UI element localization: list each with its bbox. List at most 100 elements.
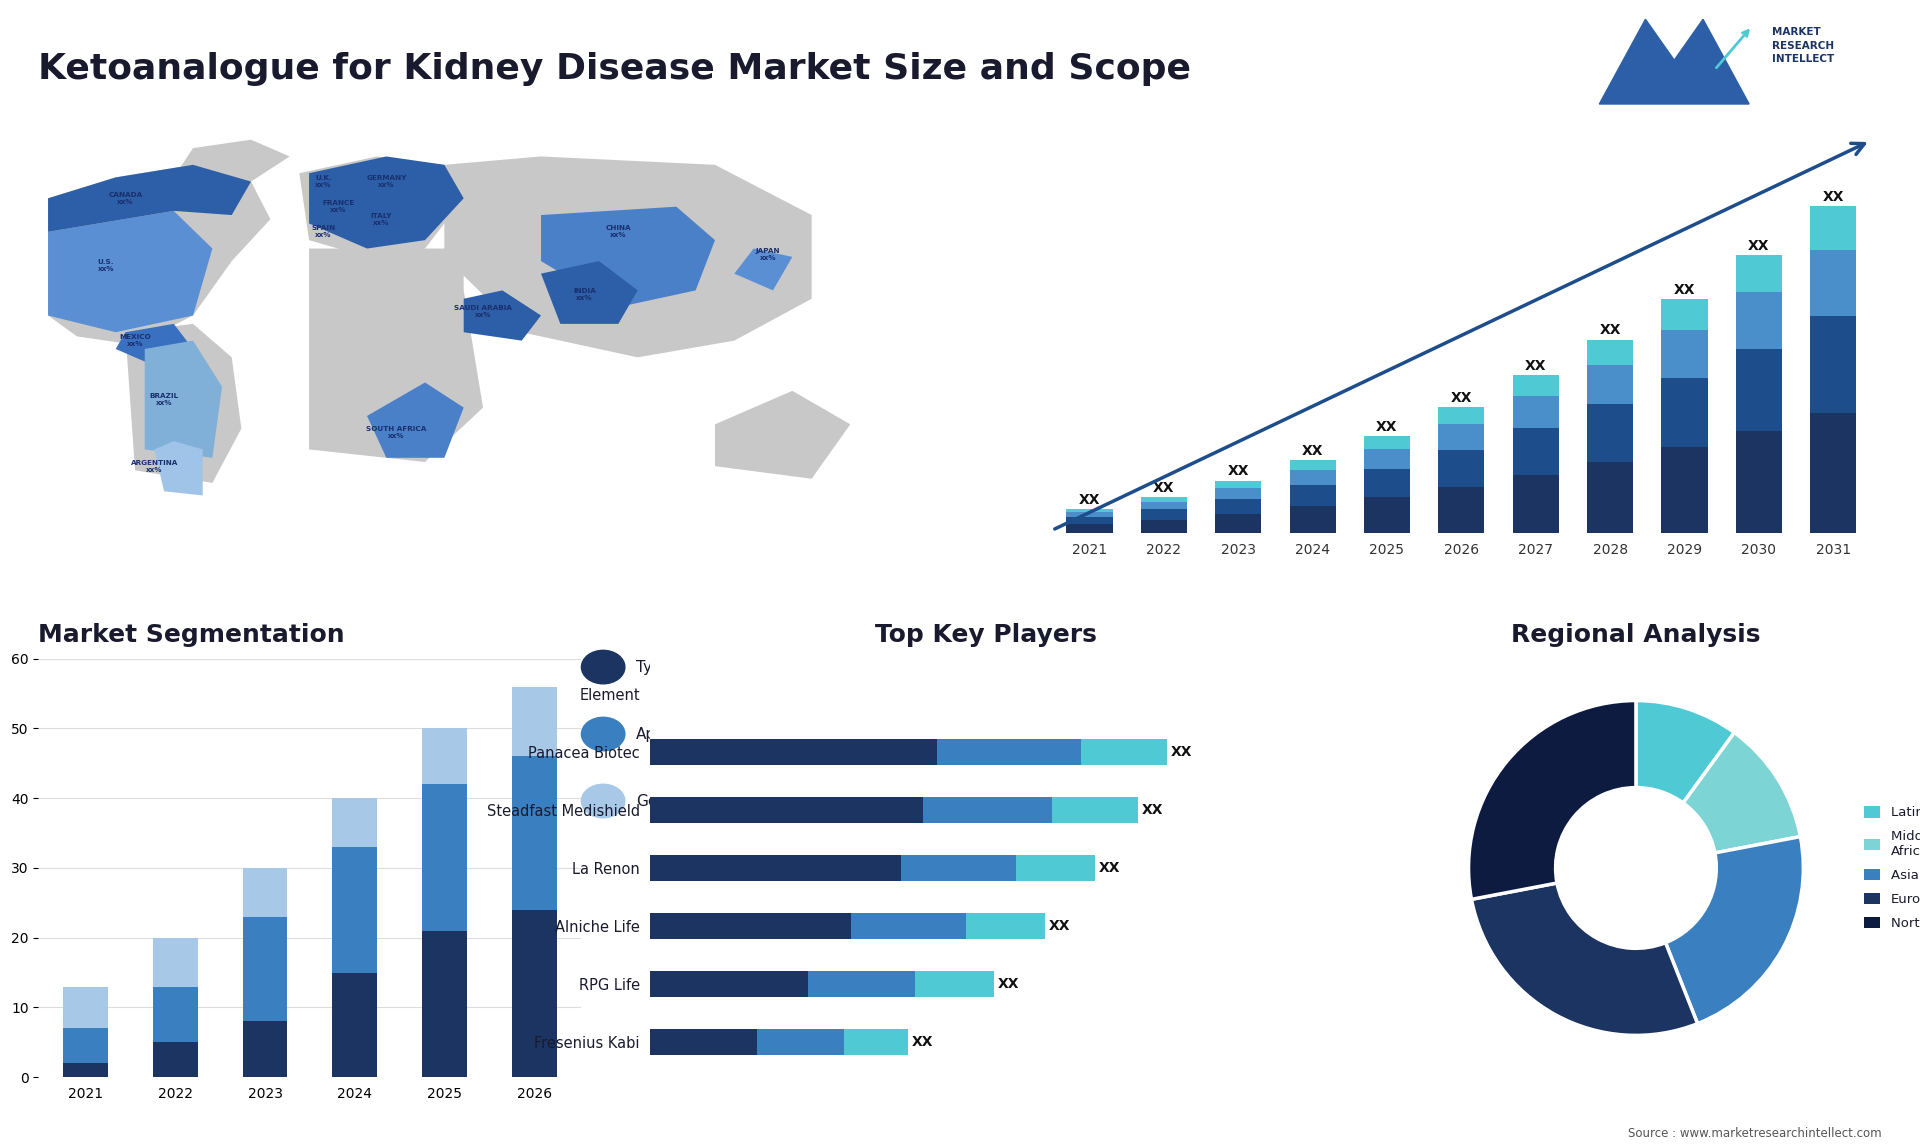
- Text: XX: XX: [1302, 445, 1323, 458]
- Bar: [1811, 316, 1857, 413]
- Bar: [63, 987, 108, 1028]
- Circle shape: [582, 650, 624, 684]
- Circle shape: [582, 784, 624, 818]
- Bar: [1066, 517, 1112, 524]
- Text: XX: XX: [1048, 919, 1069, 933]
- Wedge shape: [1471, 884, 1697, 1035]
- Text: BRAZIL
xx%: BRAZIL xx%: [150, 393, 179, 406]
- Bar: [649, 855, 900, 881]
- Bar: [1140, 509, 1187, 520]
- Text: SOUTH AFRICA
xx%: SOUTH AFRICA xx%: [367, 426, 426, 439]
- Bar: [1736, 431, 1782, 533]
- Polygon shape: [309, 249, 484, 462]
- Bar: [1811, 206, 1857, 250]
- Bar: [966, 913, 1044, 940]
- Bar: [758, 1029, 843, 1055]
- Text: INDIA
xx%: INDIA xx%: [572, 288, 595, 301]
- Bar: [1140, 520, 1187, 533]
- Text: GERMANY
xx%: GERMANY xx%: [367, 175, 407, 188]
- Bar: [242, 1021, 288, 1077]
- Title: Top Key Players: Top Key Players: [876, 623, 1096, 647]
- Bar: [649, 739, 937, 764]
- Text: ARGENTINA
xx%: ARGENTINA xx%: [131, 460, 179, 472]
- Title: Regional Analysis: Regional Analysis: [1511, 623, 1761, 647]
- Text: MARKET
RESEARCH
INTELLECT: MARKET RESEARCH INTELLECT: [1772, 28, 1834, 64]
- Bar: [1290, 461, 1336, 470]
- Polygon shape: [367, 383, 465, 457]
- Text: XX: XX: [1079, 493, 1100, 507]
- Bar: [1513, 474, 1559, 533]
- Bar: [851, 913, 966, 940]
- Text: FRANCE
xx%: FRANCE xx%: [323, 201, 353, 213]
- Text: Geography: Geography: [636, 793, 720, 809]
- Polygon shape: [541, 206, 714, 307]
- Bar: [1588, 462, 1634, 533]
- Polygon shape: [144, 340, 223, 457]
- Bar: [1438, 449, 1484, 487]
- Text: XX: XX: [912, 1035, 933, 1050]
- Circle shape: [582, 717, 624, 751]
- Polygon shape: [444, 157, 812, 358]
- Bar: [1588, 405, 1634, 462]
- Wedge shape: [1665, 837, 1803, 1023]
- Text: XX: XX: [1822, 190, 1843, 204]
- Bar: [924, 796, 1052, 823]
- Polygon shape: [733, 249, 793, 290]
- Text: Type: Type: [636, 660, 670, 675]
- Text: Market Segmentation: Market Segmentation: [38, 623, 346, 647]
- Bar: [422, 931, 467, 1077]
- Bar: [1811, 250, 1857, 316]
- Bar: [1016, 855, 1094, 881]
- Text: XX: XX: [1227, 464, 1250, 478]
- Polygon shape: [1599, 19, 1749, 104]
- Bar: [513, 910, 557, 1077]
- Wedge shape: [1636, 700, 1734, 803]
- Text: XX: XX: [1171, 745, 1192, 759]
- Bar: [332, 799, 376, 847]
- Text: XX: XX: [1098, 861, 1119, 874]
- Bar: [513, 756, 557, 910]
- Bar: [242, 917, 288, 1021]
- Text: ITALY
xx%: ITALY xx%: [371, 213, 392, 226]
- Bar: [916, 971, 995, 997]
- Bar: [1363, 437, 1409, 449]
- Bar: [1661, 299, 1707, 330]
- Text: XX: XX: [1452, 391, 1473, 405]
- Bar: [1066, 524, 1112, 533]
- Bar: [1066, 509, 1112, 512]
- Text: CHINA
xx%: CHINA xx%: [605, 226, 632, 238]
- Bar: [1661, 330, 1707, 378]
- Bar: [1215, 499, 1261, 515]
- Bar: [649, 1029, 758, 1055]
- Bar: [1066, 512, 1112, 517]
- Bar: [1438, 424, 1484, 449]
- Bar: [1290, 485, 1336, 507]
- Polygon shape: [125, 324, 242, 482]
- Bar: [937, 739, 1081, 764]
- Bar: [900, 855, 1016, 881]
- Polygon shape: [48, 165, 271, 345]
- Polygon shape: [300, 157, 465, 257]
- Polygon shape: [154, 441, 204, 495]
- Text: SAUDI ARABIA
xx%: SAUDI ARABIA xx%: [453, 305, 513, 317]
- Bar: [154, 987, 198, 1043]
- Bar: [1736, 256, 1782, 292]
- Text: MEXICO
xx%: MEXICO xx%: [119, 335, 152, 347]
- Bar: [1661, 447, 1707, 533]
- Bar: [1363, 449, 1409, 469]
- Text: XX: XX: [1154, 481, 1175, 495]
- Bar: [1736, 292, 1782, 348]
- Bar: [1513, 397, 1559, 429]
- Bar: [1811, 413, 1857, 533]
- Bar: [649, 913, 851, 940]
- Bar: [1140, 502, 1187, 509]
- Bar: [1052, 796, 1139, 823]
- Bar: [1661, 378, 1707, 447]
- Polygon shape: [48, 211, 213, 332]
- Bar: [1588, 366, 1634, 405]
- Text: Ketoanalogue for Kidney Disease Market Size and Scope: Ketoanalogue for Kidney Disease Market S…: [38, 52, 1192, 86]
- Text: CANADA
xx%: CANADA xx%: [108, 191, 142, 205]
- Wedge shape: [1469, 700, 1636, 900]
- Polygon shape: [541, 261, 637, 324]
- Bar: [1438, 487, 1484, 533]
